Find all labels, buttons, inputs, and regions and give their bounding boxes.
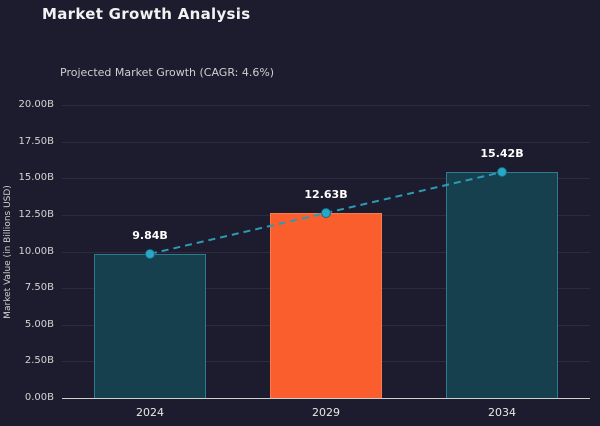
bar-2024: [94, 253, 206, 398]
data-point-marker: [497, 167, 507, 178]
x-tick-label: 2024: [136, 406, 164, 419]
data-label: 9.84B: [132, 228, 168, 242]
y-tick-label: 5.00B: [24, 318, 54, 330]
x-tick-label: 2034: [488, 406, 516, 419]
data-label: 12.63B: [304, 187, 348, 201]
page-title: Market Growth Analysis: [42, 5, 251, 23]
bar-2029: [270, 212, 382, 398]
bar-2034: [446, 172, 558, 398]
data-point-marker: [321, 207, 331, 218]
y-tick-label: 17.50B: [18, 135, 55, 147]
y-tick-label: 10.00B: [18, 245, 55, 257]
y-tick-label: 15.00B: [18, 172, 55, 184]
plot-area: 9.84B 12.63B 15.42B: [62, 105, 590, 399]
data-label: 15.42B: [480, 147, 524, 161]
y-tick-label: 0.00B: [24, 392, 54, 403]
y-tick-label: 2.50B: [24, 355, 54, 367]
data-point-marker: [145, 248, 155, 259]
gridline: [62, 141, 590, 143]
gridline: [62, 105, 590, 106]
chart-subtitle: Projected Market Growth (CAGR: 4.6%): [60, 66, 275, 79]
y-tick-label: 7.50B: [24, 282, 54, 294]
y-tick-label: 12.50B: [18, 208, 55, 220]
x-tick-label: 2029: [312, 406, 340, 419]
y-tick-label: 20.00B: [18, 99, 55, 110]
